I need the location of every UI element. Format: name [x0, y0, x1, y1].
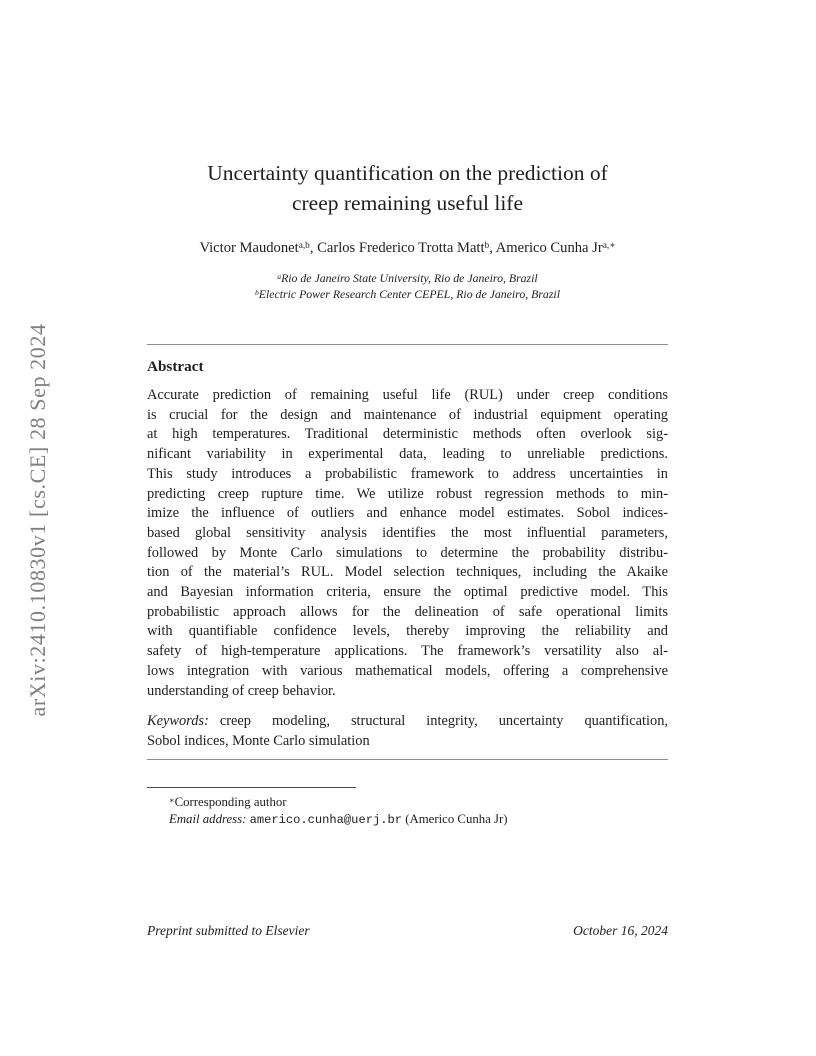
abstract-line: with quantifiable confidence levels, the… [147, 623, 668, 640]
abstract-line: tion of the material’s RUL. Model select… [147, 564, 668, 581]
footer-journal-note: Preprint submitted to Elsevier [147, 923, 310, 938]
email-label: Email address: [169, 811, 247, 826]
footnote-block: ∗Corresponding author Email address: ame… [147, 787, 668, 828]
abstract-line: probabilistic approach allows for the de… [147, 603, 668, 620]
abstract-line: lows integration with various mathematic… [147, 662, 668, 679]
paper-content: Uncertainty quantification on the predic… [147, 0, 668, 828]
abstract-line: based global sensitivity analysis identi… [147, 524, 668, 541]
abstract-line: predicting creep rupture time. We utiliz… [147, 485, 668, 502]
affiliation-a: aRio de Janeiro State University, Rio de… [147, 270, 668, 286]
affiliation-marker: b [255, 287, 259, 297]
author-name: , Carlos Frederico Trotta Matt [309, 240, 485, 256]
abstract-bottom-divider [147, 759, 668, 761]
corresponding-author-note: ∗Corresponding author [147, 794, 668, 810]
abstract-line: This study introduces a probabilistic fr… [147, 465, 668, 482]
abstract-line: at high temperatures. Traditional determ… [147, 426, 668, 443]
author-affiliation-marker: b [484, 240, 490, 251]
footer-date: October 16, 2024 [573, 923, 668, 938]
abstract-line: followed by Monte Carlo simulations to d… [147, 544, 668, 561]
author-affiliation-marker: a,∗ [602, 240, 616, 251]
footnote-divider [147, 787, 356, 789]
abstract-line: imize the influence of outliers and enha… [147, 505, 668, 522]
affiliation-text: Rio de Janeiro State University, Rio de … [281, 271, 538, 285]
title-line-2: creep remaining useful life [291, 191, 524, 215]
title-line-1: Uncertainty quantification on the predic… [207, 161, 608, 185]
footnote-star: ∗ [169, 795, 175, 805]
email-owner: (Americo Cunha Jr) [405, 811, 508, 826]
affiliation-b: bElectric Power Research Center CEPEL, R… [147, 286, 668, 302]
keywords: Keywords: creep modeling, structural inte… [147, 711, 668, 751]
abstract-text: Accurate prediction of remaining useful … [147, 386, 668, 701]
abstract-line: and Bayesian information criteria, ensur… [147, 584, 668, 601]
email-line: Email address: americo.cunha@uerj.br (Am… [147, 811, 668, 828]
keywords-text: creep modeling, structural integrity, un… [219, 713, 668, 730]
page-footer: Preprint submitted to Elsevier October 1… [147, 923, 668, 939]
abstract-line: safety of high-temperature applications.… [147, 643, 668, 660]
abstract-heading: Abstract [147, 358, 204, 375]
affiliations: aRio de Janeiro State University, Rio de… [147, 270, 668, 302]
affiliation-marker: a [277, 271, 282, 281]
author-name: , Americo Cunha Jr [489, 240, 603, 256]
author-name: Victor Maudonet [199, 240, 299, 256]
abstract-line: understanding of creep behavior. [147, 682, 336, 699]
abstract-line: nificant variability in experimental dat… [147, 446, 668, 463]
email-address[interactable]: americo.cunha@uerj.br [249, 812, 402, 827]
paper-title: Uncertainty quantification on the predic… [147, 158, 668, 218]
author-affiliation-marker: a,b [298, 240, 310, 251]
abstract-top-divider [147, 344, 668, 345]
corresponding-author-text: Corresponding author [174, 795, 287, 810]
affiliation-text: Electric Power Research Center CEPEL, Ri… [258, 287, 560, 301]
abstract-line: Accurate prediction of remaining useful … [147, 387, 668, 403]
author-line: Victor Maudoneta,b, Carlos Frederico Tro… [147, 240, 668, 257]
arxiv-watermark: arXiv:2410.10830v1 [cs.CE] 28 Sep 2024 [25, 323, 50, 717]
keywords-line-1: Keywords: creep modeling, structural inte… [147, 711, 668, 731]
keywords-line-2: Sobol indices, Monte Carlo simulation [147, 733, 370, 750]
keywords-label: Keywords: [147, 713, 209, 730]
abstract-line: is crucial for the design and maintenanc… [147, 406, 668, 423]
